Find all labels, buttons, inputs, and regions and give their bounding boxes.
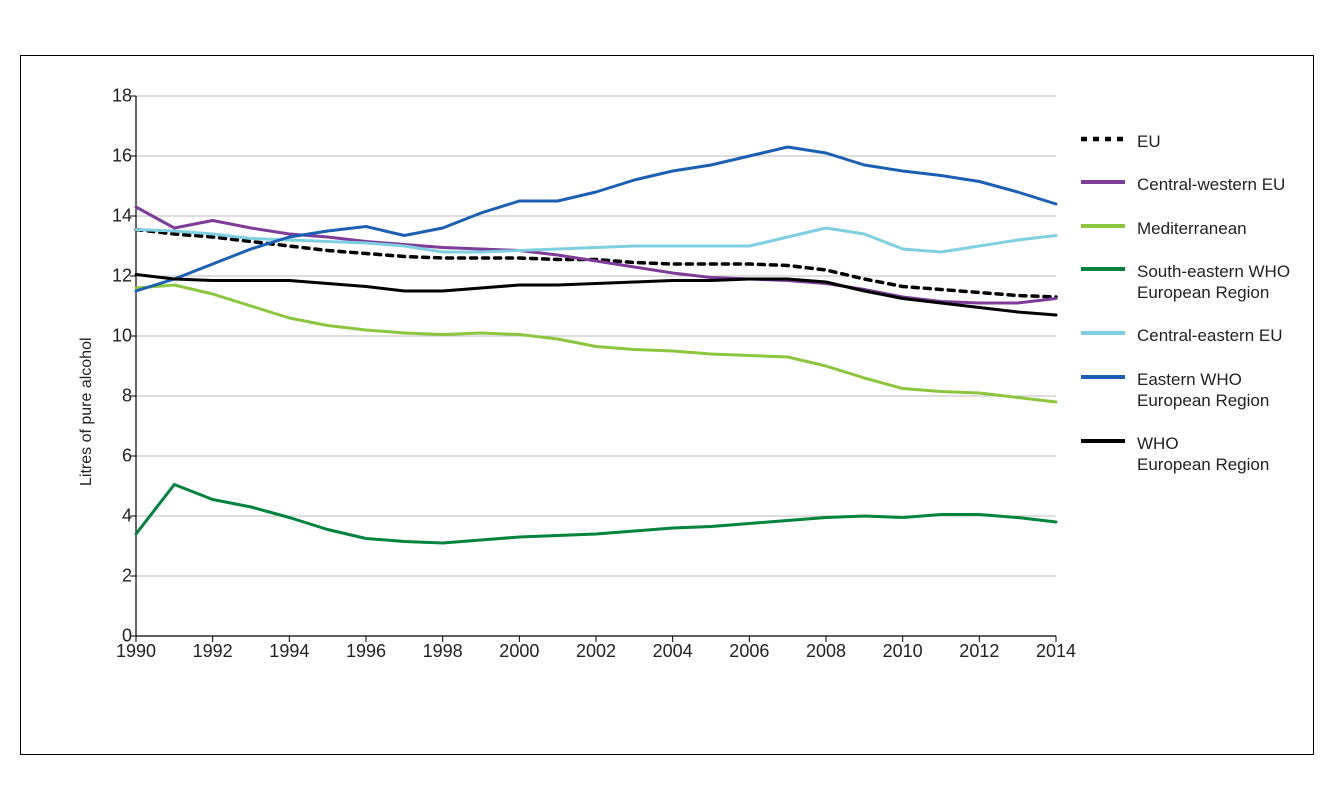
x-tick-label: 2006 [729,641,769,662]
y-tick-label: 18 [104,86,132,107]
y-tick-label: 16 [104,146,132,167]
y-tick-label: 4 [104,506,132,527]
legend-swatch [1081,218,1125,234]
chart-area: Litres of pure alcohol 19901992199419961… [66,86,1066,726]
x-tick-label: 2002 [576,641,616,662]
x-tick-label: 2014 [1036,641,1076,662]
y-tick-label: 6 [104,446,132,467]
legend-label: EU [1137,131,1161,152]
series-south_eastern_who [136,485,1056,544]
legend-item-south_eastern_who: South-eastern WHOEuropean Region [1081,261,1301,304]
y-tick-label: 14 [104,206,132,227]
series-mediterranean [136,285,1056,402]
y-tick-label: 10 [104,326,132,347]
axes [130,96,1056,642]
y-tick-label: 8 [104,386,132,407]
series-lines [136,147,1056,543]
x-tick-label: 2012 [959,641,999,662]
x-tick-label: 1992 [193,641,233,662]
gridlines [136,96,1056,576]
chart-frame: Litres of pure alcohol 19901992199419961… [20,55,1314,755]
legend-label: South-eastern WHOEuropean Region [1137,261,1290,304]
legend-swatch [1081,261,1125,277]
plot-region [136,96,1056,636]
legend-label: Central-eastern EU [1137,325,1283,346]
x-tick-label: 1996 [346,641,386,662]
x-tick-label: 2000 [499,641,539,662]
legend-swatch [1081,131,1125,147]
legend-swatch [1081,325,1125,341]
legend-label: WHOEuropean Region [1137,433,1269,476]
legend: EU Central-western EU Mediterranean South-e… [1081,131,1301,498]
x-tick-label: 2004 [653,641,693,662]
legend-swatch [1081,369,1125,385]
legend-item-eastern_who: Eastern WHOEuropean Region [1081,369,1301,412]
plot-svg [136,96,1056,636]
x-tick-label: 2010 [883,641,923,662]
x-tick-label: 1994 [269,641,309,662]
legend-label: Mediterranean [1137,218,1247,239]
legend-item-central_western_eu: Central-western EU [1081,174,1301,195]
legend-swatch [1081,433,1125,449]
legend-item-eu: EU [1081,131,1301,152]
series-who_european_region [136,275,1056,316]
legend-swatch [1081,174,1125,190]
legend-item-who_european_region: WHOEuropean Region [1081,433,1301,476]
y-tick-label: 0 [104,626,132,647]
legend-label: Central-western EU [1137,174,1285,195]
y-tick-label: 12 [104,266,132,287]
x-tick-label: 1998 [423,641,463,662]
x-tick-label: 2008 [806,641,846,662]
legend-item-mediterranean: Mediterranean [1081,218,1301,239]
y-axis-title: Litres of pure alcohol [78,337,96,486]
legend-item-central_eastern_eu: Central-eastern EU [1081,325,1301,346]
y-tick-label: 2 [104,566,132,587]
legend-label: Eastern WHOEuropean Region [1137,369,1269,412]
series-eastern_who [136,147,1056,291]
